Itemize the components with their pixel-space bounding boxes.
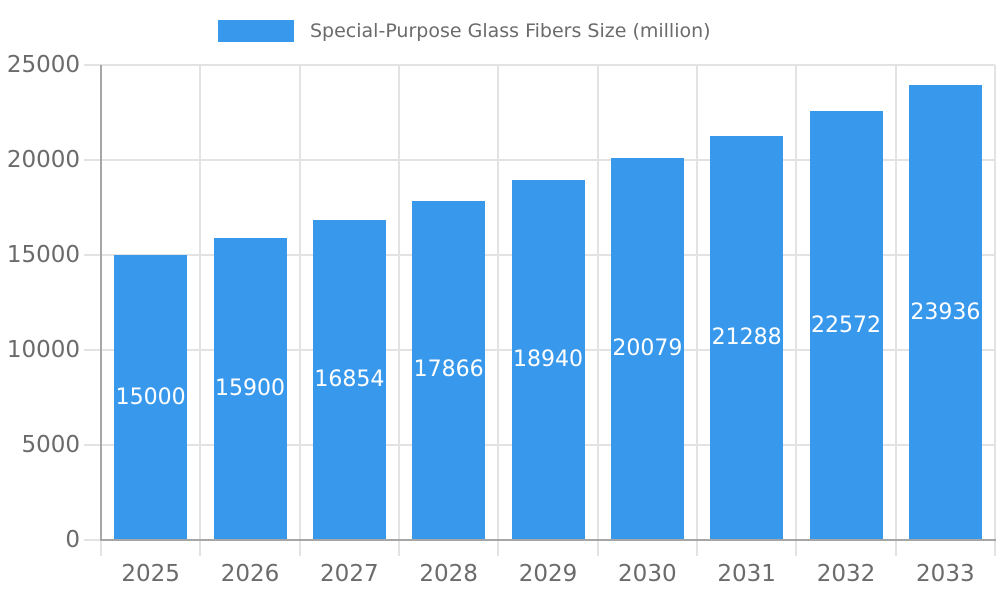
y-gridline — [101, 64, 995, 66]
y-tick — [84, 349, 101, 351]
x-tick — [298, 540, 301, 556]
bar-value-label: 17866 — [413, 357, 484, 383]
y-tick — [84, 64, 101, 66]
bar-value-label: 16854 — [314, 366, 385, 392]
y-gridline — [101, 159, 995, 161]
bar[interactable] — [412, 200, 486, 540]
x-tick — [497, 540, 500, 556]
bar[interactable] — [809, 111, 883, 540]
x-gridline — [596, 65, 599, 540]
x-tick-label: 2025 — [121, 561, 180, 587]
x-tick-label: 2030 — [618, 561, 677, 587]
x-gridline — [696, 65, 698, 540]
bar[interactable] — [114, 255, 188, 540]
x-gridline — [994, 65, 996, 540]
x-tick — [596, 540, 599, 556]
y-tick-label: 15000 — [6, 242, 80, 268]
bar[interactable] — [213, 237, 287, 540]
bar-value-label: 15000 — [115, 384, 186, 410]
bar[interactable] — [511, 180, 585, 540]
x-tick — [696, 540, 698, 556]
x-gridline — [298, 65, 301, 540]
x-gridline — [497, 65, 500, 540]
x-tick-label: 2032 — [816, 561, 876, 587]
y-tick-label: 5000 — [21, 432, 80, 458]
y-tick-label: 10000 — [6, 337, 80, 363]
bar[interactable] — [908, 85, 982, 540]
bar-value-label: 23936 — [910, 299, 981, 325]
y-tick — [84, 539, 101, 541]
bar-value-label: 18940 — [513, 347, 583, 373]
legend-label: Special-Purpose Glass Fibers Size (milli… — [310, 20, 711, 42]
bar-value-label: 20079 — [612, 336, 683, 362]
legend[interactable]: Special-Purpose Glass Fibers Size (milli… — [218, 14, 711, 48]
bar[interactable] — [312, 219, 386, 540]
x-tick — [894, 540, 897, 556]
y-tick-label: 20000 — [6, 147, 80, 173]
x-tick — [994, 540, 996, 556]
legend-swatch — [218, 20, 294, 42]
y-tick-label: 25000 — [6, 52, 80, 78]
y-tick — [84, 254, 101, 256]
y-axis-line — [100, 65, 102, 541]
bar[interactable] — [710, 135, 784, 540]
bar[interactable] — [610, 158, 684, 540]
y-tick — [84, 159, 101, 161]
x-gridline — [894, 65, 897, 540]
y-tick — [84, 444, 101, 446]
x-tick-label: 2027 — [320, 561, 379, 587]
y-tick-label: 0 — [65, 527, 80, 553]
x-gridline — [398, 65, 400, 540]
x-tick-label: 2031 — [717, 561, 776, 587]
bar-value-label: 21288 — [711, 324, 782, 350]
x-gridline — [199, 65, 202, 540]
x-tick-label: 2033 — [916, 561, 975, 587]
x-tick-label: 2026 — [220, 561, 280, 587]
bar-value-label: 15900 — [215, 375, 285, 401]
x-gridline — [795, 65, 798, 540]
bar-value-label: 22572 — [811, 312, 881, 338]
x-tick-label: 2028 — [419, 561, 478, 587]
x-tick — [100, 540, 102, 556]
x-axis-line — [100, 539, 996, 541]
x-tick — [398, 540, 400, 556]
x-tick — [199, 540, 202, 556]
x-tick — [795, 540, 798, 556]
x-tick-label: 2029 — [518, 561, 578, 587]
